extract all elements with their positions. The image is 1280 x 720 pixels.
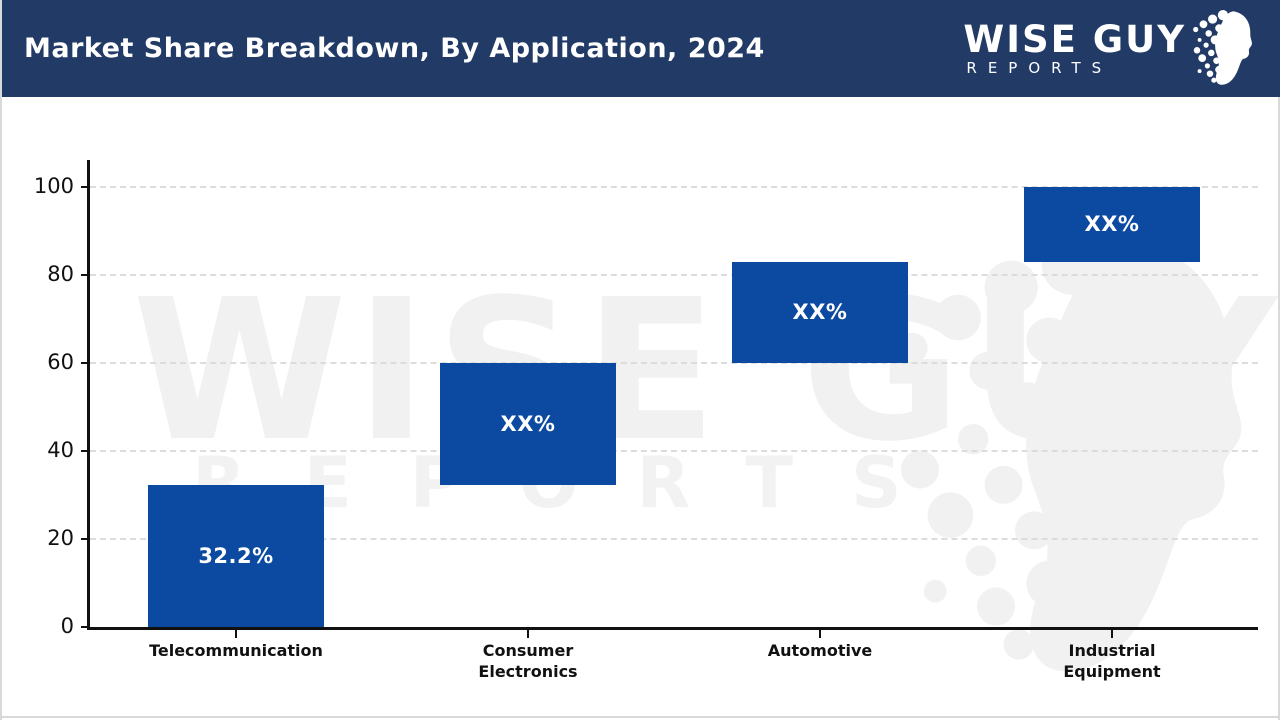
gridline-40 — [90, 450, 1258, 452]
logo-wordmark-line1: WISE GUY — [963, 17, 1186, 61]
y-tick-mark — [81, 626, 90, 628]
category-label-line: Automotive — [767, 641, 873, 660]
category-label-line: Equipment — [1063, 662, 1161, 681]
x-tick-mark — [819, 629, 821, 638]
y-tick-label: 0 — [60, 614, 74, 638]
bar-value-label: XX% — [500, 412, 556, 437]
y-tick-label: 80 — [47, 262, 74, 286]
gridline-80 — [90, 274, 1258, 276]
header: Market Share Breakdown, By Application, … — [2, 0, 1280, 97]
gridline-100 — [90, 186, 1258, 188]
category-label: Consumer Electronics — [418, 640, 638, 682]
category-label-line: Consumer — [482, 641, 574, 660]
y-tick-label: 60 — [47, 350, 74, 374]
bar-consumer: XX% — [440, 363, 616, 486]
y-tick-mark — [81, 274, 90, 276]
category-label-line: Industrial — [1068, 641, 1156, 660]
bar-value-label: XX% — [792, 300, 848, 325]
x-tick-mark — [527, 629, 529, 638]
y-axis — [87, 160, 90, 630]
x-axis — [87, 627, 1258, 630]
logo: WISE GUY REPORTS — [963, 9, 1256, 88]
logo-wordmark: WISE GUY REPORTS — [963, 17, 1186, 77]
category-label-line: Telecommunication — [149, 641, 323, 660]
logo-face-dots-icon — [1193, 9, 1252, 85]
page-title: Market Share Breakdown, By Application, … — [24, 33, 765, 64]
gridline-60 — [90, 362, 1258, 364]
y-tick-mark — [81, 538, 90, 540]
gridline-20 — [90, 538, 1258, 540]
y-tick-mark — [81, 362, 90, 364]
y-tick-label: 20 — [47, 526, 74, 550]
bottom-border — [2, 716, 1280, 718]
logo-wordmark-line2: REPORTS — [966, 58, 1113, 77]
x-tick-mark — [235, 629, 237, 638]
bar-automotive: XX% — [732, 261, 908, 363]
x-tick-mark — [1111, 629, 1113, 638]
y-tick-mark — [81, 186, 90, 188]
category-label: Automotive — [710, 640, 930, 661]
y-tick-label: 40 — [47, 438, 74, 462]
y-tick-mark — [81, 450, 90, 452]
bar-value-label: 32.2% — [198, 544, 274, 569]
bar-telecommunication: 32.2% — [148, 485, 324, 627]
bar-value-label: XX% — [1084, 212, 1140, 237]
bar-industrial: XX% — [1024, 187, 1200, 262]
y-tick-label: 100 — [33, 174, 74, 198]
category-label: Industrial Equipment — [1002, 640, 1222, 682]
category-label: Telecommunication — [126, 640, 346, 661]
category-label-line: Electronics — [478, 662, 578, 681]
